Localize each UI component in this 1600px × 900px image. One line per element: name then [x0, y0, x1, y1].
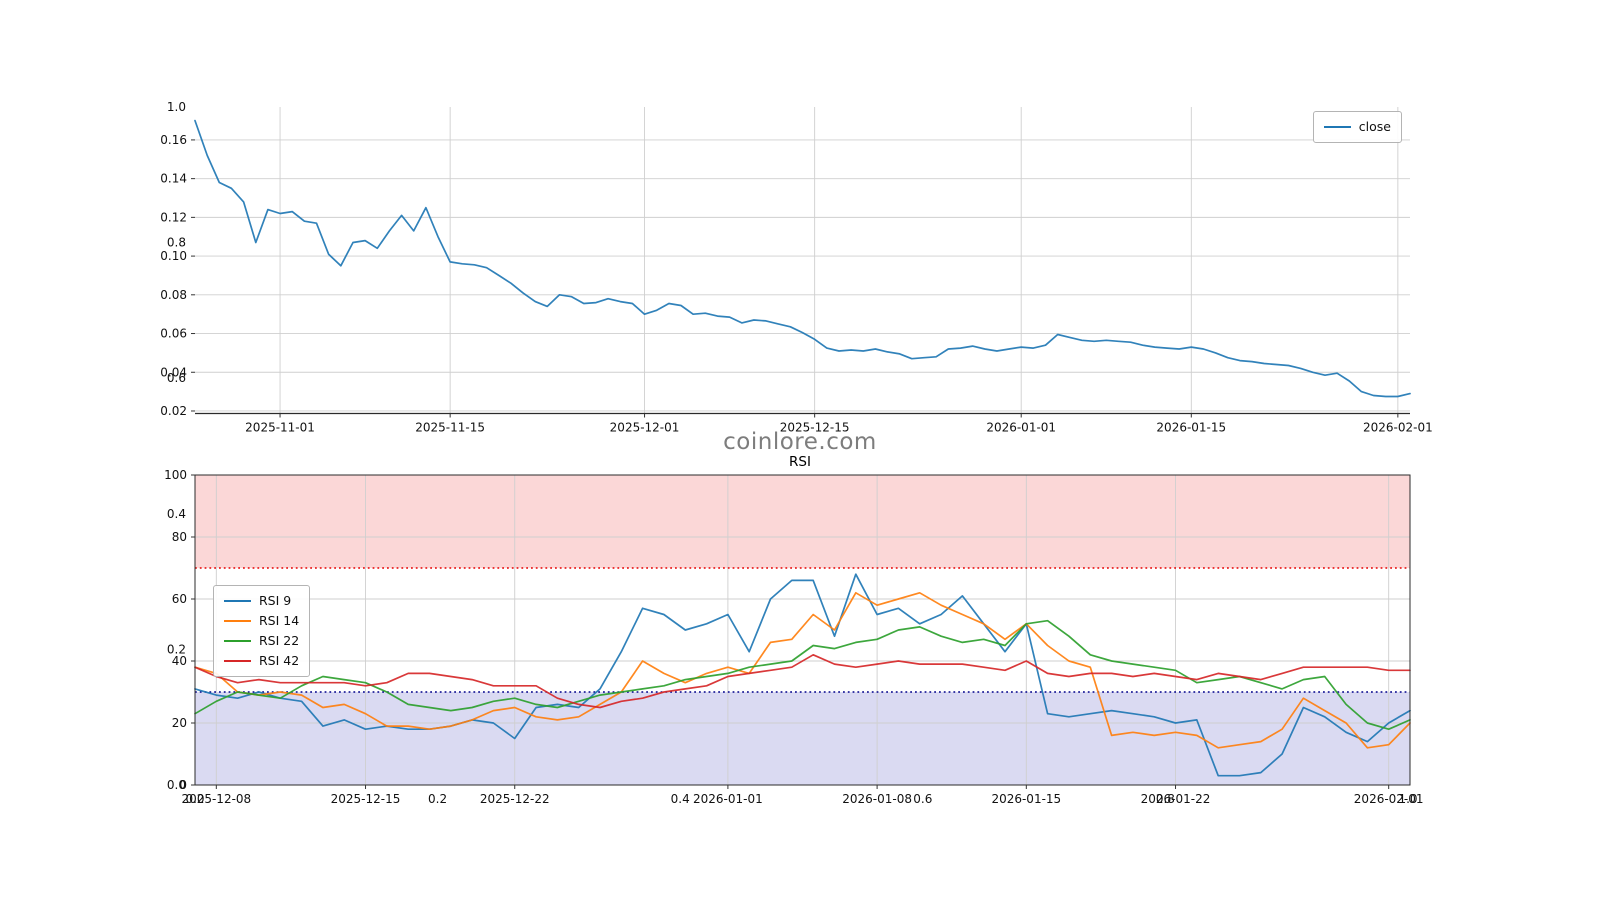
- series-rsi-22: [194, 619, 1411, 731]
- series-rsi-9: [194, 573, 1411, 777]
- hidden-axis-bottom-label: 0.4: [671, 792, 690, 806]
- y-tick-label: 100: [164, 468, 187, 482]
- y-tick-label: 20: [172, 716, 187, 730]
- x-tick-label: 2025-11-01: [245, 421, 315, 435]
- legend-line-swatch: [224, 600, 251, 602]
- hidden-axis-bottom-label: 0.2: [428, 792, 447, 806]
- y-tick-label: 0.14: [160, 172, 187, 186]
- y-tick-label: 80: [172, 530, 187, 544]
- y-tick-label: 0.08: [160, 288, 187, 302]
- x-tick-label: 2025-12-15: [331, 792, 401, 806]
- x-tick-label: 2025-12-01: [610, 421, 680, 435]
- hidden-axis-left-label: 0.2: [167, 642, 186, 656]
- x-tick-label: 2025-12-15: [780, 421, 850, 435]
- legend-label: close: [1358, 119, 1391, 134]
- rsi-legend: RSI 9 RSI 14 RSI 22 RSI 42: [213, 585, 311, 677]
- x-tick-label: 2026-01-01: [986, 421, 1056, 435]
- hidden-axis-bottom-label: 0.8: [1156, 792, 1175, 806]
- x-tick-label: 2026-01-01: [693, 792, 763, 806]
- y-tick-label: 0.02: [160, 404, 187, 418]
- hidden-axis-bottom-label: 1.0: [1398, 792, 1417, 806]
- x-tick-label: 2026-01-15: [1156, 421, 1226, 435]
- legend-item-rsi-14: RSI 14: [224, 611, 299, 631]
- x-tick-label: 2026-01-15: [991, 792, 1061, 806]
- legend-line-swatch: [1323, 126, 1351, 128]
- y-tick-label: 0: [179, 778, 187, 792]
- series-rsi-14: [194, 591, 1411, 749]
- x-tick-label: 2026-02-01: [1363, 421, 1433, 435]
- y-tick-label: 0.10: [160, 249, 187, 263]
- y-tick-label: 0.06: [160, 327, 187, 341]
- hidden-axis-left-label: 0.4: [167, 507, 186, 521]
- y-tick-label: 0.12: [160, 210, 187, 224]
- x-tick-label: 2025-12-08: [181, 792, 251, 806]
- hidden-axis-left-label: 0.0: [167, 778, 186, 792]
- y-tick-label: 0.04: [160, 365, 187, 379]
- rsi-subplot-title: RSI: [789, 454, 811, 470]
- series-rsi-42: [194, 653, 1411, 709]
- subplot-price: 2025-11-01 2025-11-15 2025-12-01 2025-12-15…: [160, 107, 1433, 435]
- watermark: coinlore.com: [723, 429, 877, 455]
- legend-line-swatch: [224, 660, 251, 662]
- hidden-axis-left-label: 1.0: [167, 100, 186, 114]
- legend-item-rsi-22: RSI 22: [224, 631, 299, 651]
- x-tick-label: 2025-12-22: [480, 792, 550, 806]
- legend-label: RSI 42: [259, 653, 300, 668]
- band: [195, 692, 1410, 785]
- hidden-axis-left-label: 0.8: [167, 236, 186, 250]
- y-tick-label: 0.16: [160, 133, 187, 147]
- legend-label: RSI 14: [259, 613, 300, 628]
- hidden-axis-bottom-label: 0.0: [185, 792, 204, 806]
- x-tick-label: 2026-02-01: [1354, 792, 1424, 806]
- legend-item-rsi-42: RSI 42: [224, 651, 299, 671]
- axis-spines: [194, 474, 1411, 786]
- legend-line-swatch: [224, 640, 251, 642]
- legend-line-swatch: [224, 620, 251, 622]
- hidden-axis-left-label: 0.6: [167, 371, 186, 385]
- legend-label: RSI 22: [259, 633, 300, 648]
- x-tick-label: 2025-11-15: [415, 421, 485, 435]
- subplot-rsi: 2025-12-08 2025-12-15 2025-12-22 2026-01-01…: [164, 468, 1423, 806]
- band: [195, 475, 1410, 568]
- legend-item-close: close: [1323, 117, 1391, 137]
- x-tick-label: 2026-01-22: [1141, 792, 1211, 806]
- legend-item-rsi-9: RSI 9: [224, 591, 299, 611]
- hidden-axis-bottom-label: 0.6: [913, 792, 932, 806]
- y-tick-label: 40: [172, 654, 187, 668]
- x-tick-label: 2026-01-08: [842, 792, 912, 806]
- price-legend: close: [1312, 111, 1402, 143]
- y-tick-label: 60: [172, 592, 187, 606]
- legend-label: RSI 9: [259, 593, 292, 608]
- series-close: [194, 119, 1411, 398]
